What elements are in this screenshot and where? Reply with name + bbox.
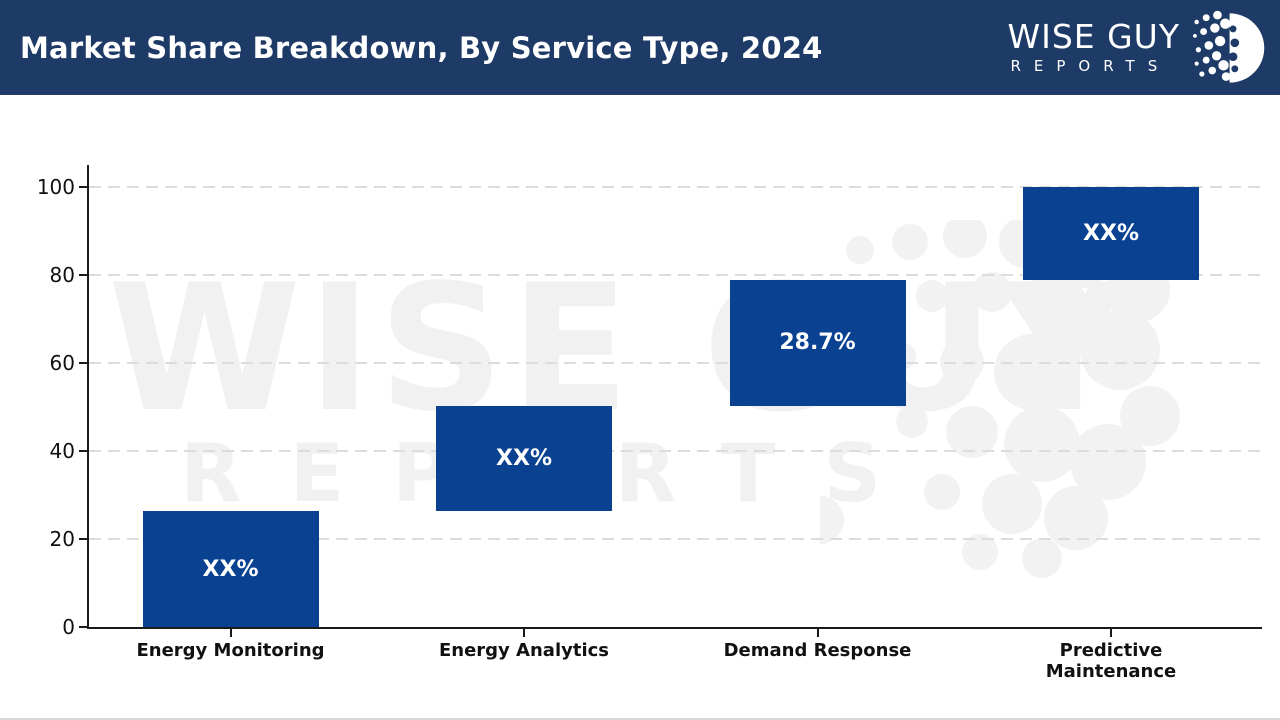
x-tick-mark xyxy=(229,629,232,637)
logo-subtext: REPORTS xyxy=(1010,57,1171,75)
x-label-demand-response: Demand Response xyxy=(723,640,912,661)
bar-value-label: XX% xyxy=(202,556,259,582)
y-tick-label: 60 xyxy=(49,351,75,375)
gridline xyxy=(89,186,1262,188)
y-tick-mark xyxy=(79,186,87,188)
bar-energy-monitoring: XX% xyxy=(142,511,319,627)
y-tick-mark xyxy=(79,450,87,452)
x-label-predictive-maintenance: Predictive Maintenance xyxy=(1045,640,1177,682)
bar-demand-response: 28.7% xyxy=(729,279,906,407)
x-tick-mark xyxy=(816,629,819,637)
bar-value-label: 28.7% xyxy=(779,330,856,356)
chart-title: Market Share Breakdown, By Service Type,… xyxy=(20,30,823,65)
x-tick-mark xyxy=(1110,629,1112,637)
y-tick-label: 40 xyxy=(49,439,75,463)
x-tick-mark xyxy=(523,629,525,637)
y-tick-mark xyxy=(79,538,87,540)
brand-logo: WISE GUY REPORTS xyxy=(1007,0,1266,95)
bar-predictive-maintenance: XX% xyxy=(1023,187,1199,280)
y-axis-spine xyxy=(87,165,89,629)
y-tick-mark xyxy=(79,274,87,276)
y-tick-label: 100 xyxy=(36,175,75,199)
bar-energy-analytics: XX% xyxy=(436,406,612,512)
y-tick-mark xyxy=(79,362,87,364)
x-label-energy-monitoring: Energy Monitoring xyxy=(136,640,325,661)
y-tick-label: 20 xyxy=(49,527,75,551)
logo-head-icon xyxy=(1193,10,1265,83)
y-tick-mark xyxy=(79,626,87,628)
gridline xyxy=(89,538,1262,540)
gridline xyxy=(89,450,1262,452)
logo-wordmark-block: WISE GUY REPORTS xyxy=(1007,20,1180,75)
gridline xyxy=(89,362,1262,364)
bar-value-label: XX% xyxy=(496,446,552,472)
y-tick-label: 0 xyxy=(62,615,75,639)
header-bar: Market Share Breakdown, By Service Type,… xyxy=(0,0,1280,95)
logo-wordmark: WISE GUY xyxy=(1007,17,1180,56)
x-axis-spine xyxy=(87,627,1262,629)
bar-value-label: XX% xyxy=(1083,220,1139,246)
gridline xyxy=(89,274,1262,276)
y-tick-label: 80 xyxy=(49,263,75,287)
x-label-energy-analytics: Energy Analytics xyxy=(438,640,610,661)
